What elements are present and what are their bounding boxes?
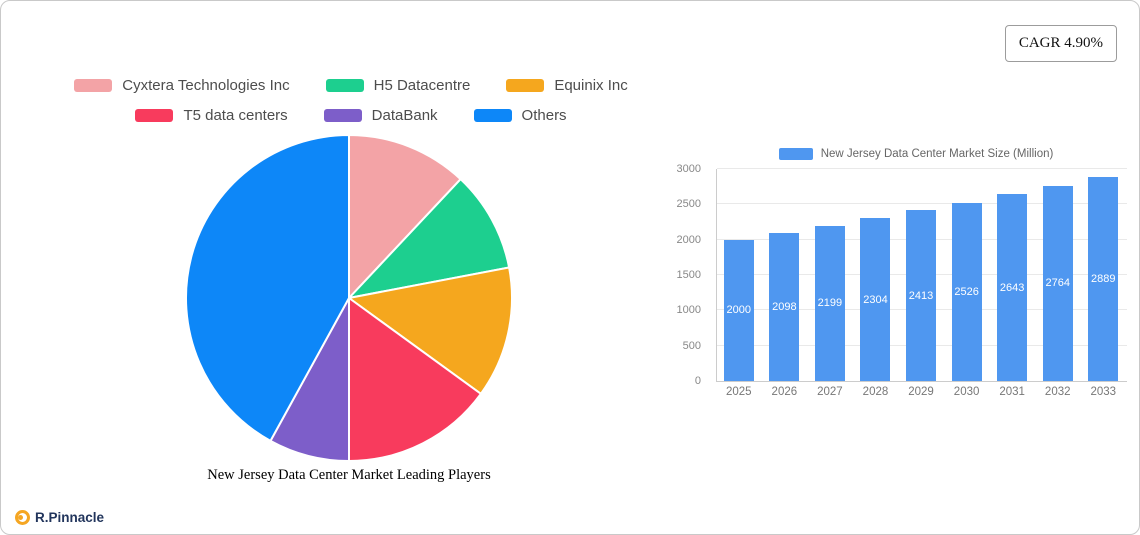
y-tick-label: 1500 xyxy=(676,269,701,281)
brand-logo: R.Pinnacle xyxy=(15,510,104,525)
pie-slice-cyxtera-technologies-inc[interactable] xyxy=(348,133,462,301)
legend-swatch xyxy=(325,79,364,92)
bar-slot: 2889 xyxy=(1081,169,1127,381)
legend-label: Cyxtera Technologies Inc xyxy=(122,77,290,94)
legend-swatch xyxy=(74,79,113,92)
x-tick-label: 2031 xyxy=(999,386,1025,398)
y-tick-label: 2000 xyxy=(676,233,701,246)
bar-2030[interactable]: 2526 xyxy=(951,202,982,381)
bar-chart-bars: 2000 2098 2199 2304 2413 2526 2643 2764 2889 xyxy=(716,169,1126,381)
bar-value-label: 2199 xyxy=(817,297,843,310)
legend-label: H5 Datacentre xyxy=(373,77,471,94)
x-tick-label: 2027 xyxy=(817,386,843,398)
legend-row: Cyxtera Technologies Inc H5 Datacentre Equ… xyxy=(31,77,671,94)
pie-legend: Cyxtera Technologies Inc H5 Datacentre Equ… xyxy=(31,77,671,124)
bar-value-label: 2098 xyxy=(772,300,797,313)
bar-value-label: 2000 xyxy=(726,304,752,317)
pie-slice-t5-data-centers[interactable] xyxy=(348,296,483,463)
legend-label: DataBank xyxy=(371,107,438,124)
y-tick-label: 500 xyxy=(682,339,701,352)
legend-item-3[interactable]: T5 data centers xyxy=(135,107,288,124)
brand-logo-icon xyxy=(15,510,30,525)
legend-swatch xyxy=(473,109,512,122)
bar-2033[interactable]: 2889 xyxy=(1088,176,1119,381)
legend-item-0[interactable]: Cyxtera Technologies Inc xyxy=(74,77,290,94)
legend-swatch xyxy=(135,109,174,122)
bar-slot: 2764 xyxy=(1035,169,1081,381)
y-tick-label: 3000 xyxy=(676,163,701,175)
x-tick-label: 2032 xyxy=(1044,386,1071,398)
bar-slot: 2643 xyxy=(989,169,1035,381)
legend-swatch xyxy=(506,79,545,92)
x-tick-label: 2028 xyxy=(862,386,889,398)
y-tick-label: 1000 xyxy=(676,304,701,317)
bar-2025[interactable]: 2000 xyxy=(723,239,754,381)
bar-chart-legend[interactable]: New Jersey Data Center Market Size (Mill… xyxy=(701,148,1131,160)
bar-value-label: 2889 xyxy=(1091,272,1116,285)
pie-slice-others[interactable] xyxy=(185,133,350,443)
bar-value-label: 2413 xyxy=(908,289,934,302)
bar-value-label: 2304 xyxy=(863,293,888,306)
bar-chart-y-axis: 0 500 1000 1500 2000 2500 3000 xyxy=(661,163,711,387)
legend-label: T5 data centers xyxy=(183,107,288,124)
x-tick-label: 2026 xyxy=(771,386,798,398)
bar-2026[interactable]: 2098 xyxy=(769,232,800,381)
bar-slot: 2199 xyxy=(807,169,853,381)
x-tick-label: 2033 xyxy=(1090,386,1117,398)
x-tick-label: 2029 xyxy=(908,386,934,398)
bar-slot: 2000 xyxy=(716,169,762,381)
bar-legend-swatch xyxy=(778,148,813,160)
bar-2029[interactable]: 2413 xyxy=(906,210,937,381)
bar-value-label: 2764 xyxy=(1045,277,1070,290)
pie-slice-h5-datacentre[interactable] xyxy=(346,177,511,300)
legend-swatch xyxy=(323,109,362,122)
bar-slot: 2526 xyxy=(944,169,990,381)
y-tick-label: 0 xyxy=(694,375,701,387)
pie-chart-title: New Jersey Data Center Market Leading Pl… xyxy=(207,467,491,483)
pie-slice-equinix-inc[interactable] xyxy=(346,266,513,396)
legend-item-1[interactable]: H5 Datacentre xyxy=(325,77,471,94)
legend-item-4[interactable]: DataBank xyxy=(323,107,438,124)
bar-chart-x-axis: 2025 2026 2027 2028 2029 2030 2031 2032 2033 xyxy=(716,386,1126,398)
bar-value-label: 2526 xyxy=(954,285,979,298)
bar-2031[interactable]: 2643 xyxy=(997,194,1028,381)
bar-2027[interactable]: 2199 xyxy=(814,225,845,381)
legend-item-5[interactable]: Others xyxy=(473,107,567,124)
pie-chart xyxy=(185,133,513,463)
brand-logo-text: R.Pinnacle xyxy=(35,510,105,525)
legend-row: T5 data centers DataBank Others xyxy=(31,107,671,124)
bar-value-label: 2643 xyxy=(999,281,1025,294)
cagr-badge: CAGR 4.90% xyxy=(1004,25,1117,62)
grid-line xyxy=(717,203,1127,205)
bar-2028[interactable]: 2304 xyxy=(860,218,891,381)
x-tick-label: 2030 xyxy=(953,386,980,398)
grid-line xyxy=(717,168,1127,169)
bar-2032[interactable]: 2764 xyxy=(1042,185,1073,381)
bar-slot: 2413 xyxy=(898,169,944,381)
bar-slot: 2098 xyxy=(762,169,808,381)
legend-item-2[interactable]: Equinix Inc xyxy=(506,77,628,94)
y-tick-label: 2500 xyxy=(676,198,701,211)
legend-label: Equinix Inc xyxy=(554,77,628,94)
legend-label: Others xyxy=(521,107,567,124)
bar-slot: 2304 xyxy=(853,169,899,381)
bar-legend-label: New Jersey Data Center Market Size (Mill… xyxy=(820,148,1054,160)
x-tick-label: 2025 xyxy=(725,386,752,398)
